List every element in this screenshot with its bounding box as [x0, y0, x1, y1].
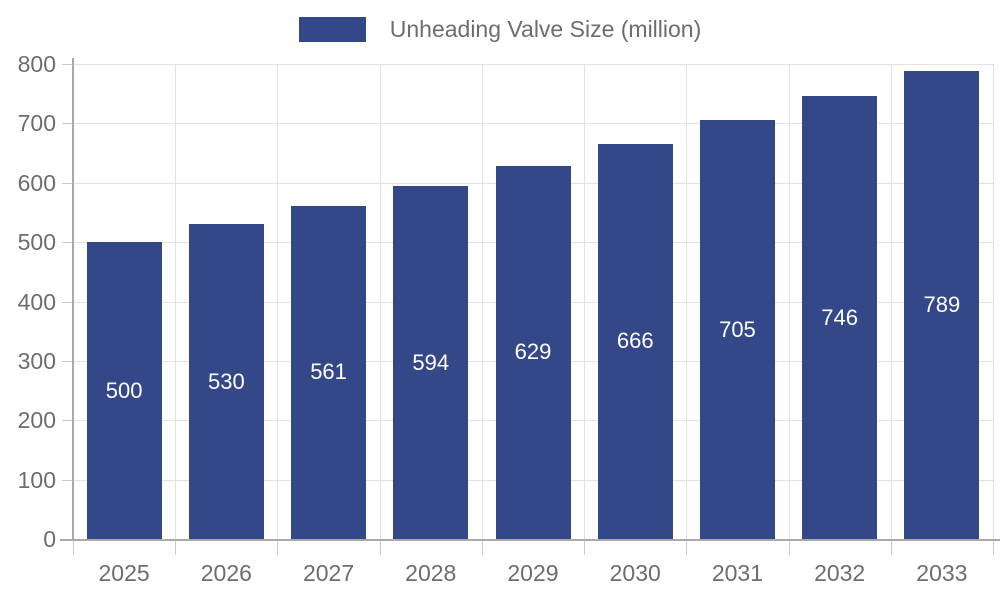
x-axis-label: 2031 [711, 560, 764, 586]
gridline-horizontal [73, 64, 993, 65]
bar-value-label: 530 [207, 368, 245, 394]
x-axis-label: 2030 [609, 560, 661, 586]
y-axis-label: 300 [17, 347, 56, 374]
x-axis-tick [73, 539, 74, 555]
x-axis-label: 2032 [814, 560, 866, 586]
gridline-vertical [481, 64, 483, 539]
x-axis-line [60, 539, 1000, 541]
y-axis-label: 600 [17, 169, 56, 196]
x-axis-label: 2025 [98, 560, 150, 586]
x-axis-label: 2033 [916, 560, 968, 586]
x-axis-label: 2028 [405, 560, 457, 586]
bar[interactable]: 561 [291, 205, 367, 539]
bar-value-label: 789 [923, 291, 961, 317]
x-axis-label: 2029 [507, 560, 559, 586]
gridline-horizontal [73, 123, 993, 125]
bar-value-label: 594 [412, 349, 450, 375]
x-axis-label: 2027 [302, 560, 355, 586]
y-axis-tick [62, 182, 73, 184]
gridline-vertical [277, 64, 279, 539]
bar[interactable]: 500 [86, 242, 162, 539]
gridline-vertical [584, 64, 586, 539]
y-axis-label: 400 [17, 288, 56, 315]
x-axis-tick [379, 539, 381, 555]
y-axis-line [72, 58, 74, 539]
bar[interactable]: 746 [802, 96, 878, 539]
x-axis-tick [277, 539, 279, 555]
y-axis-label: 200 [17, 407, 56, 434]
y-axis-label: 500 [17, 229, 56, 256]
legend[interactable]: Unheading Valve Size (million) [0, 16, 1000, 43]
bar-value-label: 746 [821, 304, 859, 330]
legend-label: Unheading Valve Size (million) [389, 16, 702, 42]
bar-value-label: 666 [616, 328, 654, 354]
x-axis-tick [481, 539, 483, 555]
gridline-vertical [175, 64, 177, 539]
gridline-vertical [686, 64, 688, 539]
x-axis-tick [890, 539, 892, 555]
y-axis-tick [62, 420, 73, 422]
gridline-vertical [890, 64, 892, 539]
bar-value-label: 561 [310, 359, 347, 385]
x-axis-tick [993, 539, 994, 555]
y-axis-tick [62, 64, 73, 65]
gridline-vertical [379, 64, 381, 539]
y-axis-label: 800 [17, 51, 56, 77]
bar[interactable]: 705 [699, 120, 775, 539]
y-axis-label: 700 [17, 110, 56, 137]
y-axis-label: 0 [43, 526, 56, 552]
x-axis-tick [686, 539, 688, 555]
y-axis-tick [62, 242, 73, 244]
y-axis-label: 100 [17, 466, 56, 493]
x-axis-tick [788, 539, 790, 555]
bar[interactable]: 530 [188, 224, 264, 539]
bar[interactable]: 594 [393, 186, 469, 539]
bar-value-label: 500 [105, 377, 143, 403]
bar-value-label: 629 [514, 339, 552, 365]
y-axis-tick [62, 123, 73, 125]
gridline-vertical [788, 64, 790, 539]
bar[interactable]: 666 [597, 143, 673, 539]
y-axis-tick [62, 301, 73, 303]
gridline-vertical [993, 64, 994, 539]
y-axis-tick [62, 360, 73, 362]
x-axis-tick [584, 539, 586, 555]
x-axis-label: 2026 [200, 560, 252, 586]
bar[interactable]: 789 [904, 70, 980, 539]
bar[interactable]: 629 [495, 165, 571, 539]
legend-swatch-icon [298, 17, 366, 42]
x-axis-tick [175, 539, 177, 555]
bar-value-label: 705 [719, 316, 756, 342]
y-axis-tick [62, 479, 73, 481]
